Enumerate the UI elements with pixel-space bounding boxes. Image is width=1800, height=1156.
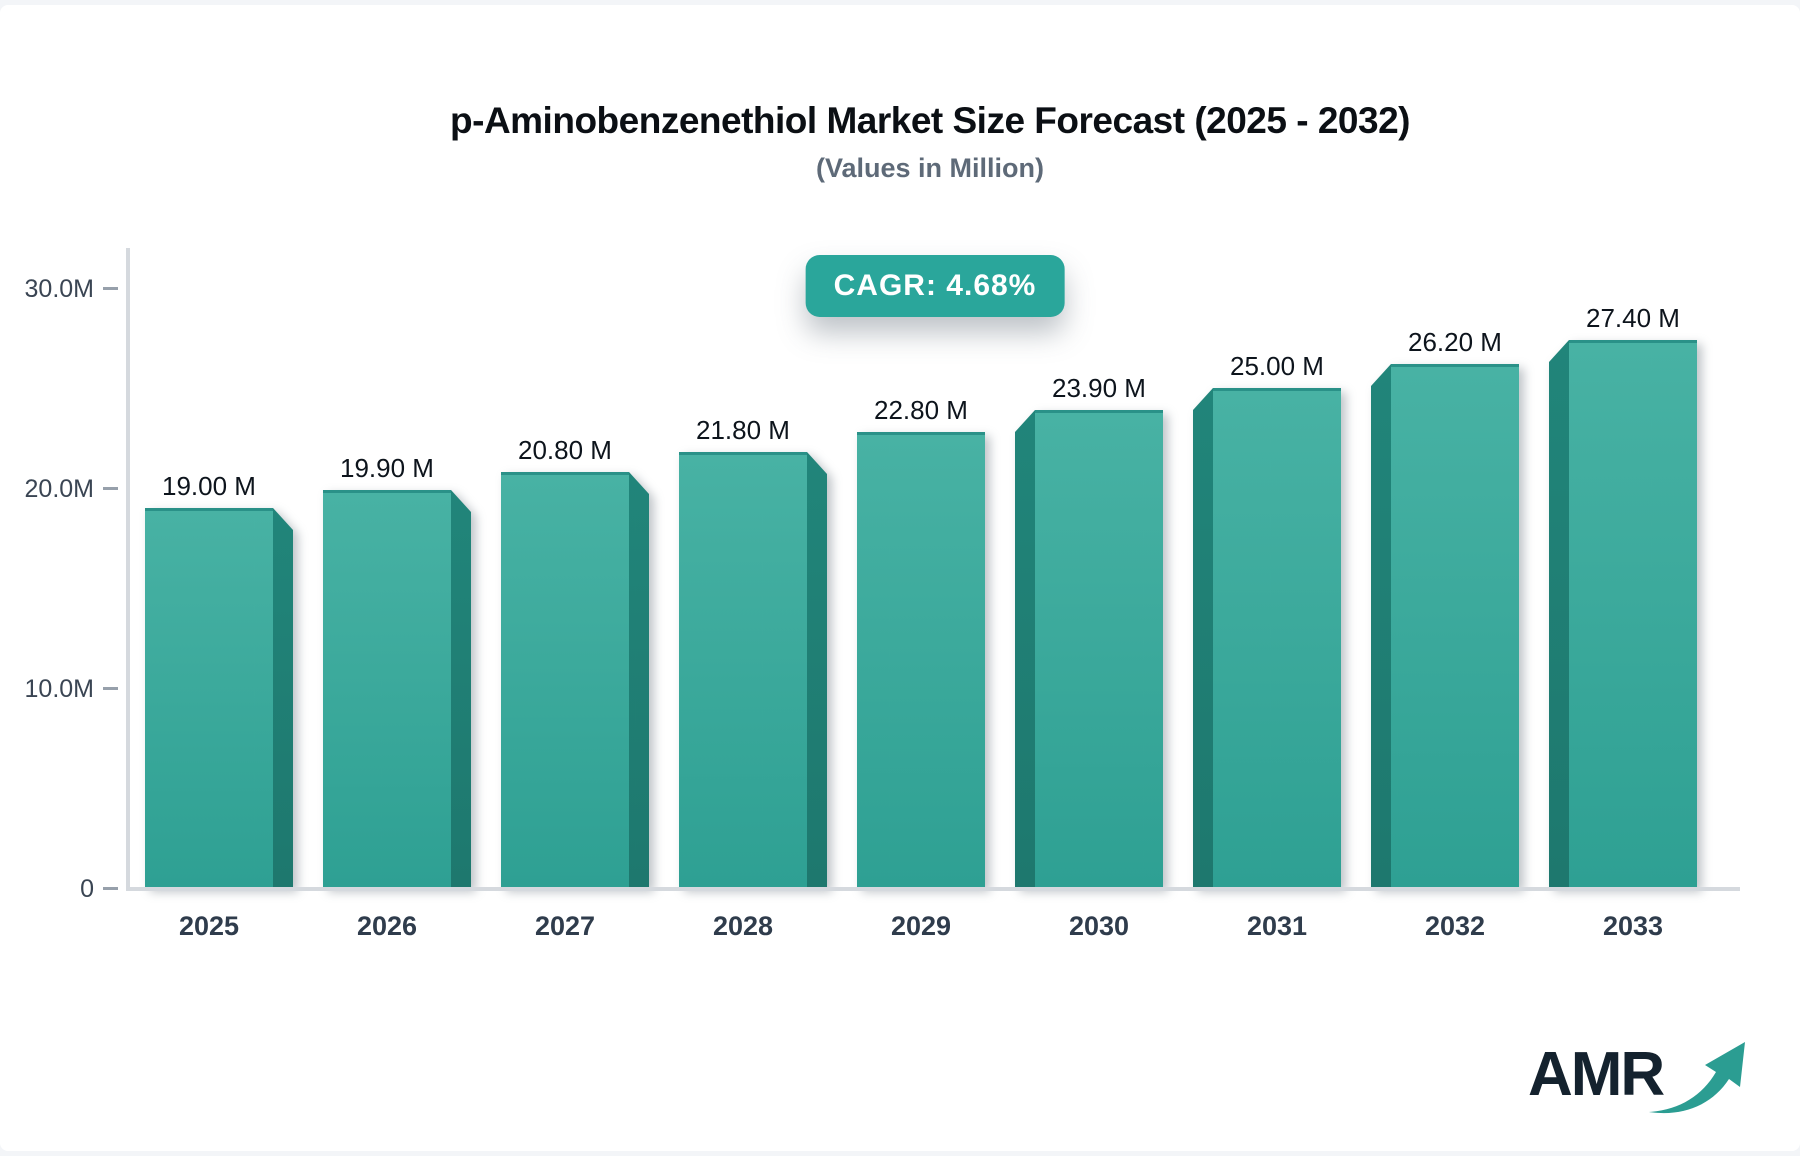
bar-value-label: 21.80 M	[696, 415, 790, 445]
x-axis-label: 2028	[713, 911, 773, 941]
bar-value-label: 23.90 M	[1052, 373, 1146, 403]
x-axis-label: 2033	[1603, 911, 1663, 941]
x-axis-line	[126, 887, 1740, 891]
y-axis-tick-label: 20.0M	[25, 475, 94, 503]
bar-value-label: 25.00 M	[1230, 351, 1324, 381]
x-axis-label: 2030	[1069, 911, 1129, 941]
amr-logo-text: AMR	[1528, 1040, 1665, 1109]
bar-2031	[1193, 388, 1341, 888]
x-axis-label: 2031	[1247, 911, 1307, 941]
bar-value-label: 22.80 M	[874, 395, 968, 425]
page-subtitle: (Values in Million)	[815, 153, 1045, 183]
y-axis-tick	[103, 287, 118, 290]
bar-2026	[323, 490, 471, 888]
bar-value-label: 26.20 M	[1408, 327, 1502, 357]
bar-value-label: 27.40 M	[1586, 303, 1680, 333]
y-axis-tick	[103, 687, 118, 690]
amr-logo: AMR	[1528, 1030, 1768, 1120]
bar-2030	[1015, 410, 1163, 888]
bar-2032	[1371, 364, 1519, 888]
bar-2033	[1549, 340, 1697, 888]
y-axis-line	[126, 248, 130, 891]
x-axis-label: 2025	[179, 911, 239, 941]
bar-2028	[679, 452, 827, 888]
chart-card: p-Aminobenzenethiol Market Size Forecast…	[0, 5, 1800, 1151]
y-axis-tick-label: 30.0M	[25, 275, 94, 303]
y-axis-tick	[103, 487, 118, 490]
x-axis-label: 2027	[535, 911, 595, 941]
y-axis-tick-label: 0	[80, 875, 94, 903]
bar-2025	[145, 508, 293, 888]
bar-value-label: 20.80 M	[518, 435, 612, 465]
bar-2027	[501, 472, 649, 888]
x-axis-label: 2032	[1425, 911, 1485, 941]
y-axis-tick	[103, 887, 118, 890]
bar-value-label: 19.00 M	[162, 471, 256, 501]
page-title: p-Aminobenzenethiol Market Size Forecast…	[450, 100, 1410, 141]
trend-arrow-icon	[1649, 1042, 1746, 1114]
bar-chart: 0 10.0M 20.0M 30.0M 19.00 M 2025 19.90 M 2026 2…	[25, 248, 1740, 941]
bar-value-label: 19.90 M	[340, 453, 434, 483]
y-axis-tick-label: 10.0M	[25, 675, 94, 703]
x-axis-label: 2026	[357, 911, 417, 941]
bar-2029	[857, 432, 985, 888]
x-axis-label: 2029	[891, 911, 951, 941]
cagr-badge: CAGR: 4.68%	[805, 255, 1065, 317]
